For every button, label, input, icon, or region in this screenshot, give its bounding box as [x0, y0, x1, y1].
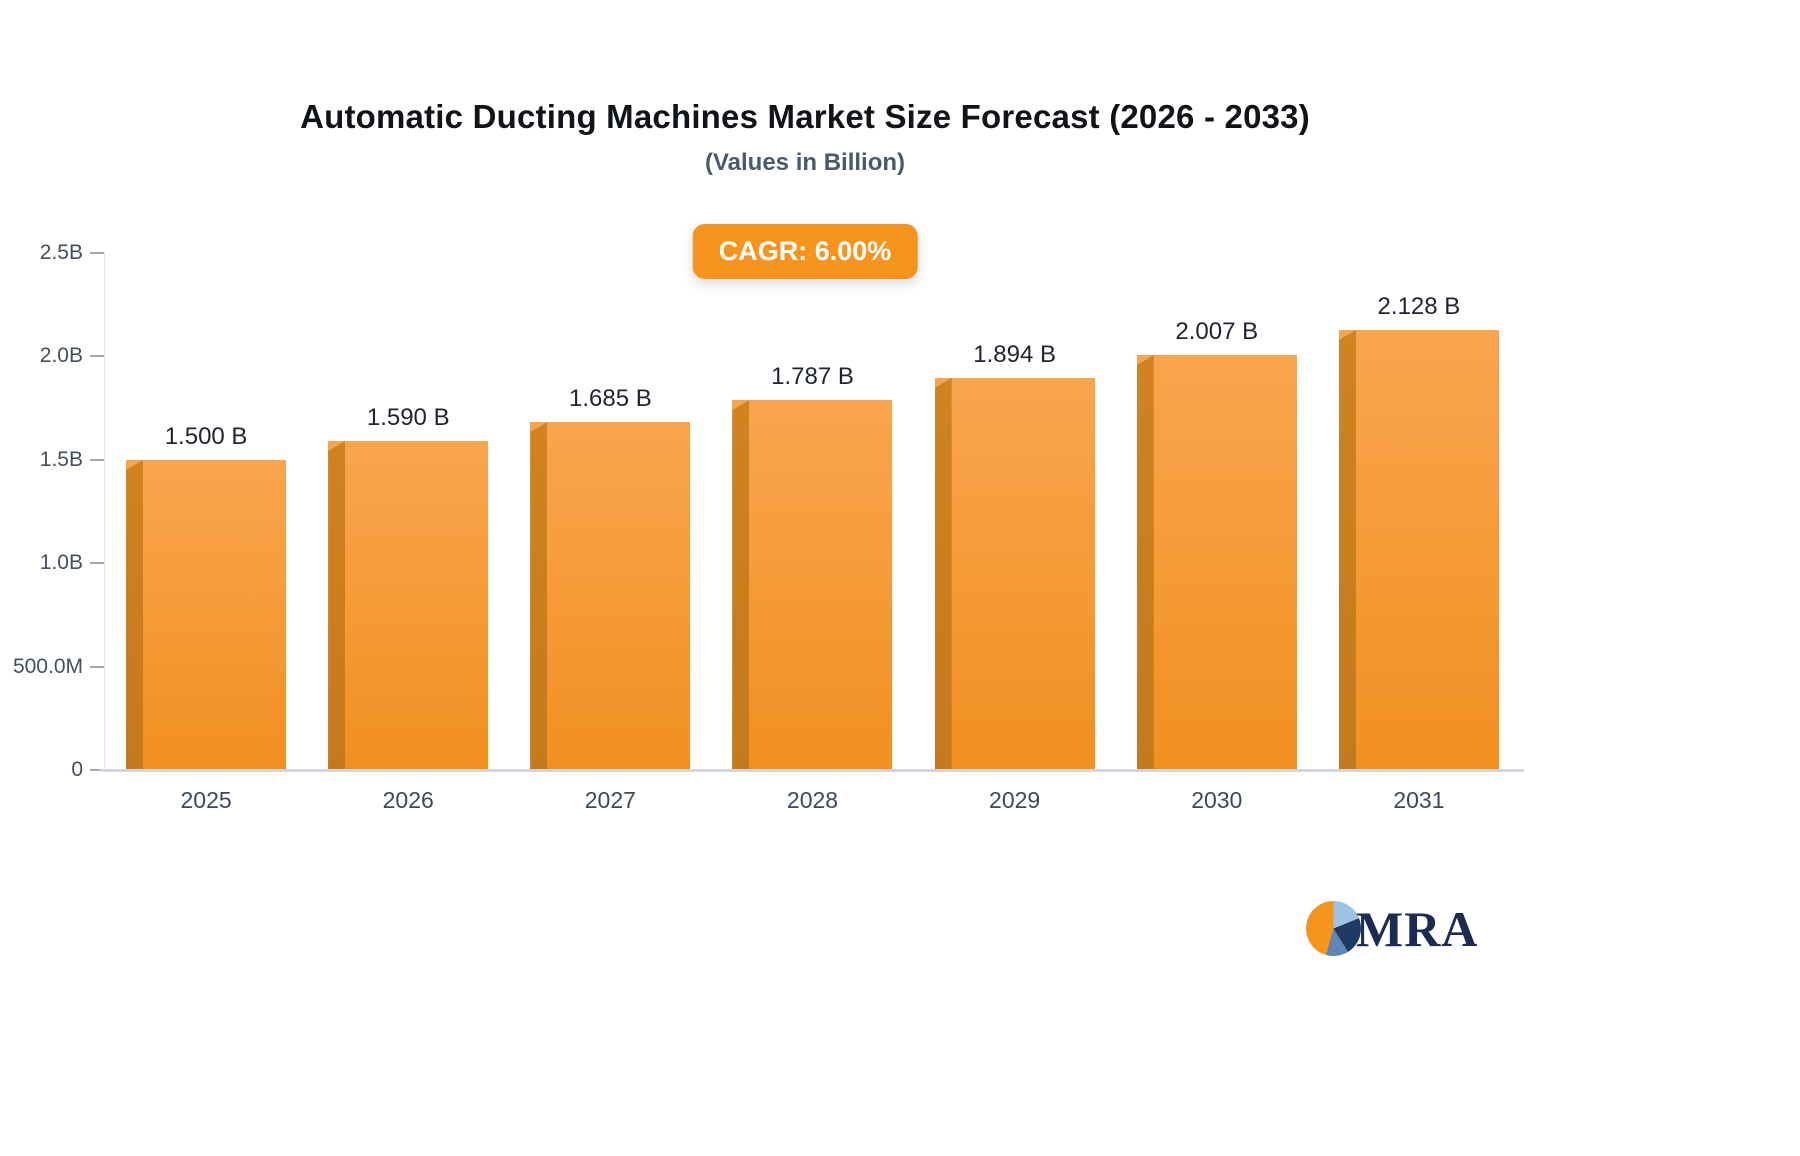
- y-tick: 1.5B: [0, 448, 104, 472]
- y-tick-label: 0: [71, 758, 83, 781]
- y-axis-line: [104, 253, 105, 770]
- brand-logo: MRA: [1306, 901, 1478, 956]
- bar-2028: [732, 400, 893, 770]
- x-tick-label-2031: 2031: [1393, 787, 1445, 813]
- y-tick: 1.0B: [0, 551, 104, 575]
- y-tick-label: 1.5B: [39, 448, 83, 471]
- bar-side-face: [934, 378, 952, 770]
- x-axis-line: [100, 769, 1524, 772]
- y-tick-mark: [90, 666, 104, 668]
- bar-2026: [328, 441, 489, 770]
- pie-logo-icon: [1306, 901, 1361, 956]
- bar-value-label: 1.894 B: [973, 341, 1056, 368]
- bar-group-2028: 1.787 B: [711, 253, 913, 770]
- x-tick-label-2030: 2030: [1191, 787, 1243, 813]
- bar-group-2030: 2.007 B: [1116, 253, 1318, 770]
- bar-value-label: 1.787 B: [771, 363, 854, 390]
- bar-value-label: 1.500 B: [164, 423, 248, 450]
- bar-2031: [1338, 330, 1499, 770]
- y-tick-label: 2.5B: [39, 241, 83, 264]
- x-tick-label-2028: 2028: [786, 787, 839, 813]
- y-tick-mark: [90, 459, 104, 461]
- y-tick-label: 2.0B: [39, 344, 83, 367]
- bar-side-face: [126, 460, 144, 770]
- bar-value-label: 1.590 B: [366, 404, 450, 431]
- y-tick-label: 1.0B: [39, 551, 83, 574]
- bar-group-2026: 1.590 B: [307, 253, 509, 770]
- bar-2030: [1136, 355, 1297, 770]
- bar-value-label: 2.128 B: [1377, 293, 1461, 320]
- bar-2027: [530, 422, 691, 770]
- bar-side-face: [530, 422, 548, 770]
- x-tick-label-2025: 2025: [180, 787, 232, 813]
- bar-side-face: [1338, 330, 1356, 770]
- y-tick: 2.5B: [0, 241, 104, 265]
- y-tick-mark: [90, 252, 104, 254]
- bars-row: 1.500 B 1.590 B 1.685 B 1.787 B 1.894 B 2.007…: [105, 253, 1520, 770]
- y-tick: 0: [0, 758, 104, 782]
- x-tick-label-2027: 2027: [584, 787, 636, 813]
- chart-title: Automatic Ducting Machines Market Size F…: [300, 98, 1310, 135]
- y-tick: 2.0B: [0, 344, 104, 368]
- x-tick-label-2029: 2029: [989, 787, 1041, 813]
- x-axis-labels: 2025 2026 2027 2028 2029 2030 2031: [105, 787, 1520, 814]
- cagr-badge: CAGR: 6.00%: [692, 224, 918, 279]
- chart-subtitle: (Values in Billion): [704, 149, 906, 176]
- y-tick: 500.0M: [0, 655, 104, 679]
- bar-2029: [934, 378, 1095, 770]
- brand-logo-text: MRA: [1356, 900, 1479, 957]
- y-tick-label: 500.0M: [12, 655, 83, 678]
- bar-side-face: [1136, 355, 1154, 770]
- bar-side-face: [732, 400, 750, 770]
- bar-group-2031: 2.128 B: [1318, 253, 1520, 770]
- bar-group-2029: 1.894 B: [914, 253, 1116, 770]
- bar-side-face: [328, 441, 346, 770]
- y-tick-mark: [90, 562, 104, 564]
- y-tick-mark: [90, 769, 104, 771]
- x-tick-label-2026: 2026: [382, 787, 434, 813]
- y-tick-mark: [90, 355, 104, 357]
- bar-group-2027: 1.685 B: [509, 253, 711, 770]
- bar-2025: [126, 460, 287, 770]
- bar-group-2025: 1.500 B: [105, 253, 307, 770]
- bar-value-label: 2.007 B: [1175, 318, 1259, 345]
- bar-value-label: 1.685 B: [568, 385, 652, 412]
